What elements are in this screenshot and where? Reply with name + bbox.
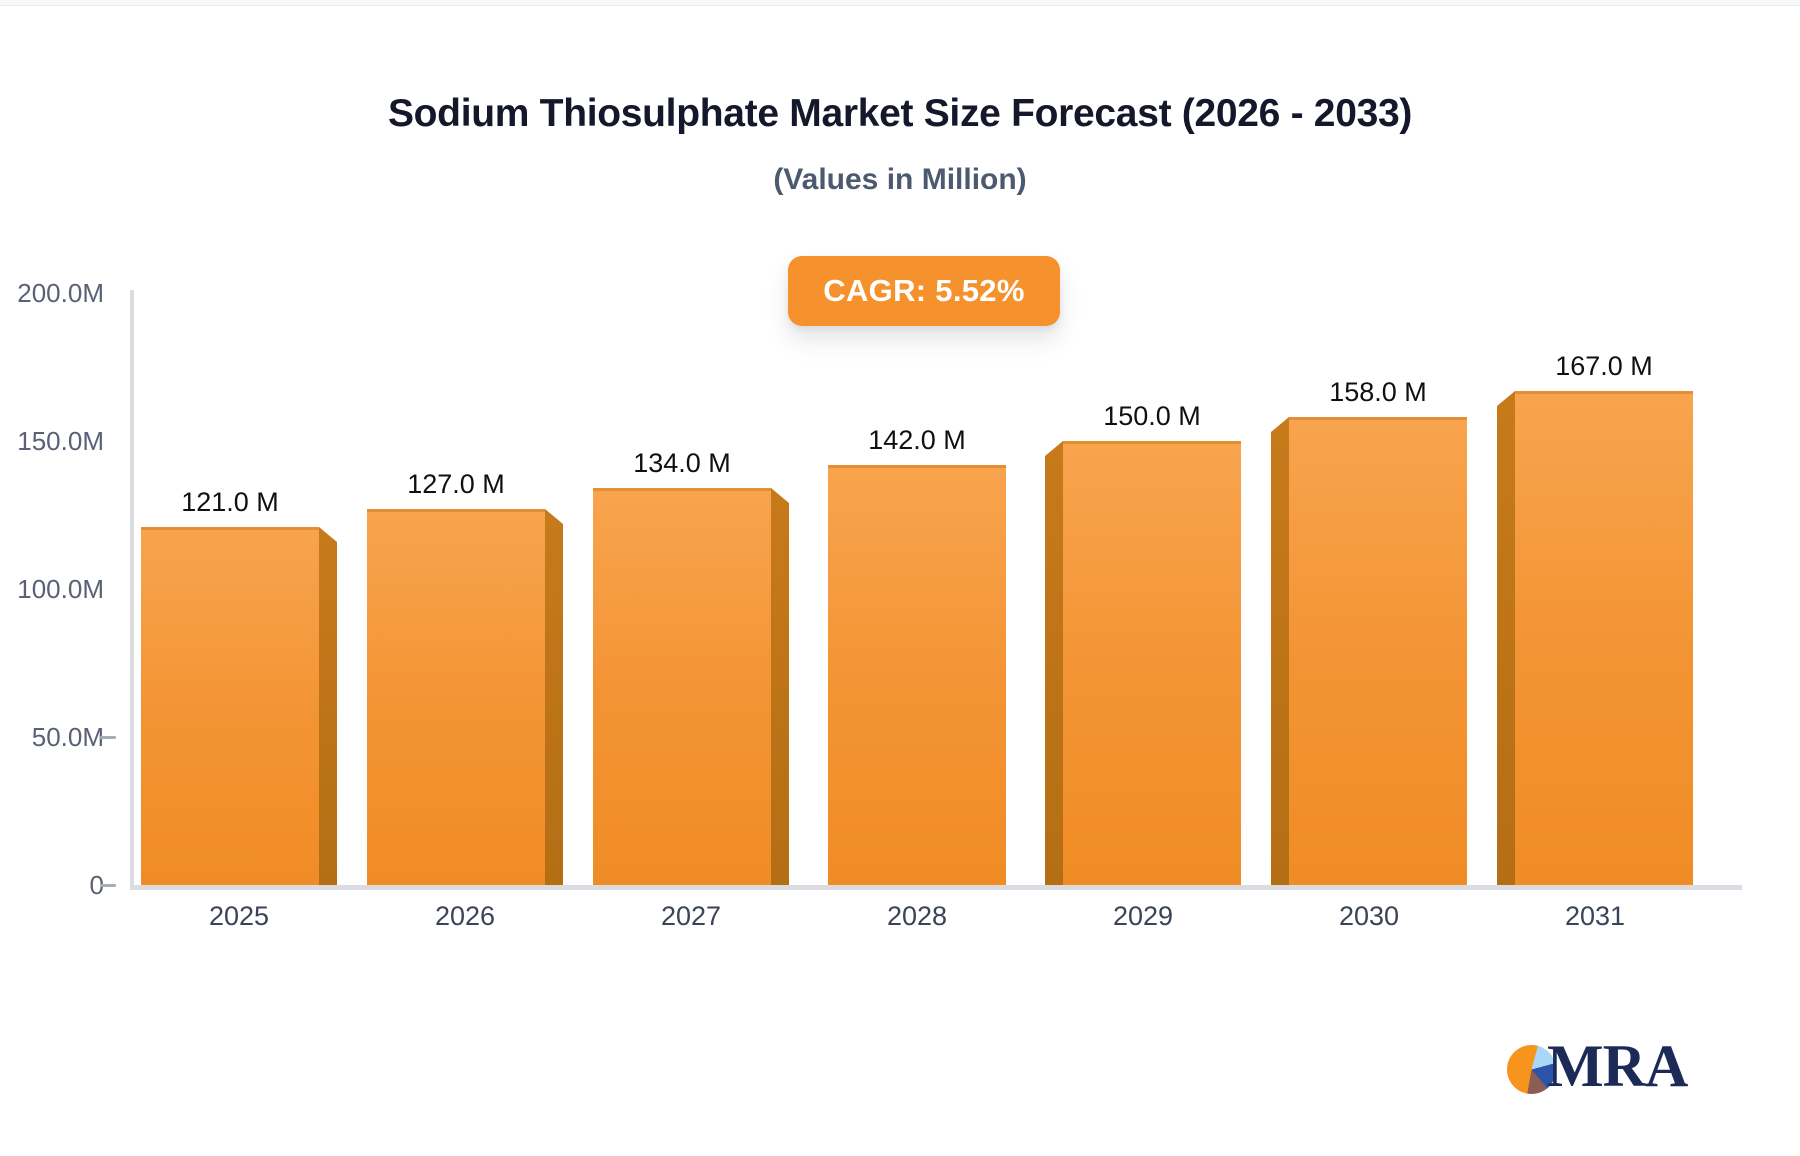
x-axis-label-2025: 2025 bbox=[208, 901, 270, 931]
bar-2025 bbox=[141, 527, 337, 885]
bar-value-label-2028: 142.0 M bbox=[868, 425, 966, 455]
x-axis-label-2029: 2029 bbox=[1112, 901, 1174, 931]
bar-body-2028 bbox=[828, 465, 1006, 885]
cagr-badge-label: CAGR: 5.52% bbox=[823, 273, 1025, 308]
bar-3d-side-2026 bbox=[545, 509, 563, 885]
bar-3d-side-2030 bbox=[1271, 417, 1289, 885]
bar-2030 bbox=[1271, 417, 1467, 885]
y-axis-tick bbox=[100, 736, 116, 739]
logo-text: MRA bbox=[1547, 1033, 1688, 1099]
y-axis-label-100.0M: 100.0M bbox=[17, 574, 104, 604]
bar-value-label-2030: 158.0 M bbox=[1329, 377, 1427, 407]
bar-body-2029 bbox=[1063, 441, 1241, 885]
y-axis-tick bbox=[100, 884, 116, 887]
bar-value-label-2026: 127.0 M bbox=[407, 469, 505, 499]
y-axis-label-50.0M: 50.0M bbox=[31, 722, 104, 752]
top-border-strip bbox=[0, 0, 1800, 6]
bar-3d-side-2029 bbox=[1045, 441, 1063, 885]
pie-chart-icon bbox=[1507, 1045, 1556, 1094]
bar-2031 bbox=[1497, 391, 1693, 885]
y-axis-line bbox=[130, 290, 134, 887]
y-axis-label-200.0M: 200.0M bbox=[17, 278, 104, 308]
bar-3d-side-2025 bbox=[319, 527, 337, 885]
bar-body-2025 bbox=[141, 527, 319, 885]
x-axis-label-2030: 2030 bbox=[1338, 901, 1400, 931]
x-axis-label-2026: 2026 bbox=[434, 901, 496, 931]
page-title: Sodium Thiosulphate Market Size Forecast… bbox=[387, 92, 1413, 135]
cagr-badge: CAGR: 5.52% bbox=[788, 256, 1060, 326]
bar-body-2026 bbox=[367, 509, 545, 885]
bar-value-label-2029: 150.0 M bbox=[1103, 401, 1201, 431]
x-axis-label-2031: 2031 bbox=[1564, 901, 1626, 931]
x-axis-label-2027: 2027 bbox=[660, 901, 722, 931]
bar-value-label-2027: 134.0 M bbox=[633, 448, 731, 478]
bar-2026 bbox=[367, 509, 563, 885]
x-axis-line bbox=[130, 885, 1742, 890]
bar-body-2027 bbox=[593, 488, 771, 885]
bar-2027 bbox=[593, 488, 789, 885]
bar-value-label-2025: 121.0 M bbox=[181, 487, 279, 517]
page-subtitle: (Values in Million) bbox=[773, 163, 1027, 196]
bar-body-2030 bbox=[1289, 417, 1467, 885]
y-axis-label-0: 0 bbox=[89, 870, 104, 900]
bar-body-2031 bbox=[1515, 391, 1693, 885]
mra-logo: MRA bbox=[1505, 1032, 1735, 1102]
bar-3d-side-2031 bbox=[1497, 391, 1515, 885]
bar-value-label-2031: 167.0 M bbox=[1555, 351, 1653, 381]
bar-2029 bbox=[1045, 441, 1241, 885]
bar-3d-side-2027 bbox=[771, 488, 789, 885]
y-axis-label-150.0M: 150.0M bbox=[17, 426, 104, 456]
bar-2028 bbox=[827, 465, 1007, 885]
x-axis-label-2028: 2028 bbox=[886, 901, 948, 931]
